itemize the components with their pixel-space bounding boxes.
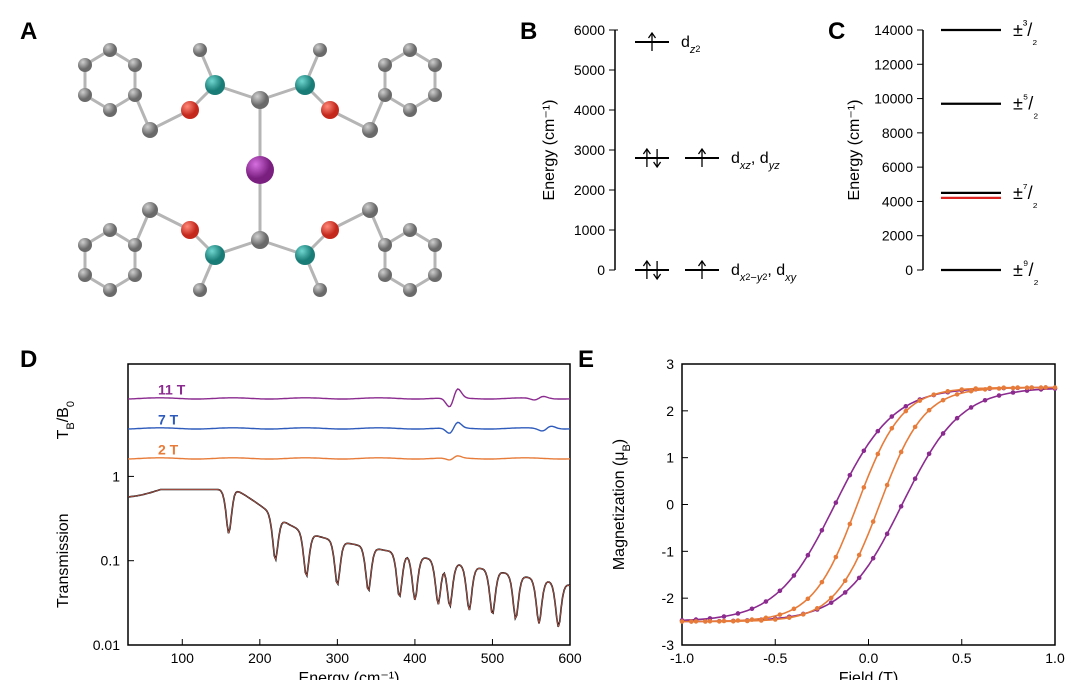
- svg-text:2: 2: [666, 403, 674, 419]
- svg-text:±³/₂: ±³/₂: [1013, 20, 1037, 47]
- panel-c-label: C: [828, 18, 845, 46]
- svg-text:-1: -1: [662, 543, 675, 559]
- svg-text:0: 0: [666, 497, 674, 513]
- svg-text:2000: 2000: [574, 182, 605, 198]
- panel-c-diagram: 0 2000 4000 6000 8000 10000 12000 14000 Energy (…: [845, 20, 1085, 300]
- svg-text:Energy (cm⁻¹): Energy (cm⁻¹): [299, 670, 400, 680]
- svg-text:0.0: 0.0: [859, 650, 879, 666]
- svg-text:4000: 4000: [882, 193, 913, 209]
- svg-text:10000: 10000: [874, 91, 913, 107]
- panel-b-label: B: [520, 18, 537, 46]
- panel-e-chart: -1.0-0.50.00.51.0-3-2-10123Field (T)Magn…: [600, 350, 1070, 680]
- svg-text:14000: 14000: [874, 22, 913, 38]
- svg-text:2000: 2000: [882, 228, 913, 244]
- svg-text:±⁹/₂: ±⁹/₂: [1013, 257, 1039, 287]
- panel-d-label: D: [20, 346, 37, 374]
- svg-text:12000: 12000: [874, 56, 913, 72]
- svg-text:1.0: 1.0: [1045, 650, 1065, 666]
- svg-text:0: 0: [597, 262, 605, 278]
- svg-text:7 T: 7 T: [158, 411, 179, 427]
- svg-text:6000: 6000: [574, 22, 605, 38]
- panel-d-chart: 100 200 300 400 500 600 Energy (cm⁻¹) 0.01 0.1 1 T…: [40, 350, 585, 680]
- svg-text:8000: 8000: [882, 125, 913, 141]
- svg-text:Energy (cm⁻¹): Energy (cm⁻¹): [541, 100, 558, 201]
- svg-text:1000: 1000: [574, 222, 605, 238]
- panel-b-diagram: 0 1000 2000 3000 4000 5000 6000 Energy (cm⁻¹) dx…: [540, 20, 830, 300]
- svg-text:-3: -3: [662, 637, 675, 653]
- svg-text:3000: 3000: [574, 142, 605, 158]
- panel-a-label: A: [20, 18, 37, 46]
- svg-text:2 T: 2 T: [158, 441, 179, 457]
- svg-text:11 T: 11 T: [158, 381, 186, 397]
- svg-text:500: 500: [481, 650, 505, 666]
- panel-a-molecule: [40, 30, 480, 310]
- svg-text:-0.5: -0.5: [763, 650, 787, 666]
- svg-text:200: 200: [248, 650, 272, 666]
- svg-text:-2: -2: [662, 590, 675, 606]
- svg-text:1: 1: [666, 450, 674, 466]
- svg-text:1: 1: [112, 468, 120, 484]
- svg-text:5000: 5000: [574, 62, 605, 78]
- svg-text:dx2−y2, dxy: dx2−y2, dxy: [731, 262, 798, 284]
- svg-text:6000: 6000: [882, 159, 913, 175]
- svg-text:TB/B0: TB/B0: [55, 401, 77, 439]
- svg-text:300: 300: [326, 650, 350, 666]
- svg-text:4000: 4000: [574, 102, 605, 118]
- svg-text:Field (T): Field (T): [839, 670, 899, 680]
- svg-text:±⁷/₂: ±⁷/₂: [1013, 179, 1038, 209]
- svg-text:Energy (cm⁻¹): Energy (cm⁻¹): [846, 100, 863, 201]
- svg-text:600: 600: [558, 650, 582, 666]
- svg-text:±⁵/₂: ±⁵/₂: [1013, 90, 1038, 120]
- svg-text:0.1: 0.1: [101, 553, 121, 569]
- svg-text:Transmission: Transmission: [55, 513, 72, 608]
- svg-text:3: 3: [666, 356, 674, 372]
- svg-text:Magnetization (μB): Magnetization (μB): [611, 439, 633, 570]
- svg-text:400: 400: [403, 650, 427, 666]
- svg-text:dxz, dyz: dxz, dyz: [731, 150, 780, 172]
- svg-text:dz2: dz2: [681, 34, 700, 56]
- svg-text:0.01: 0.01: [93, 637, 120, 653]
- svg-text:100: 100: [171, 650, 195, 666]
- svg-text:0.5: 0.5: [952, 650, 972, 666]
- atoms: [78, 43, 442, 297]
- svg-text:0: 0: [905, 262, 913, 278]
